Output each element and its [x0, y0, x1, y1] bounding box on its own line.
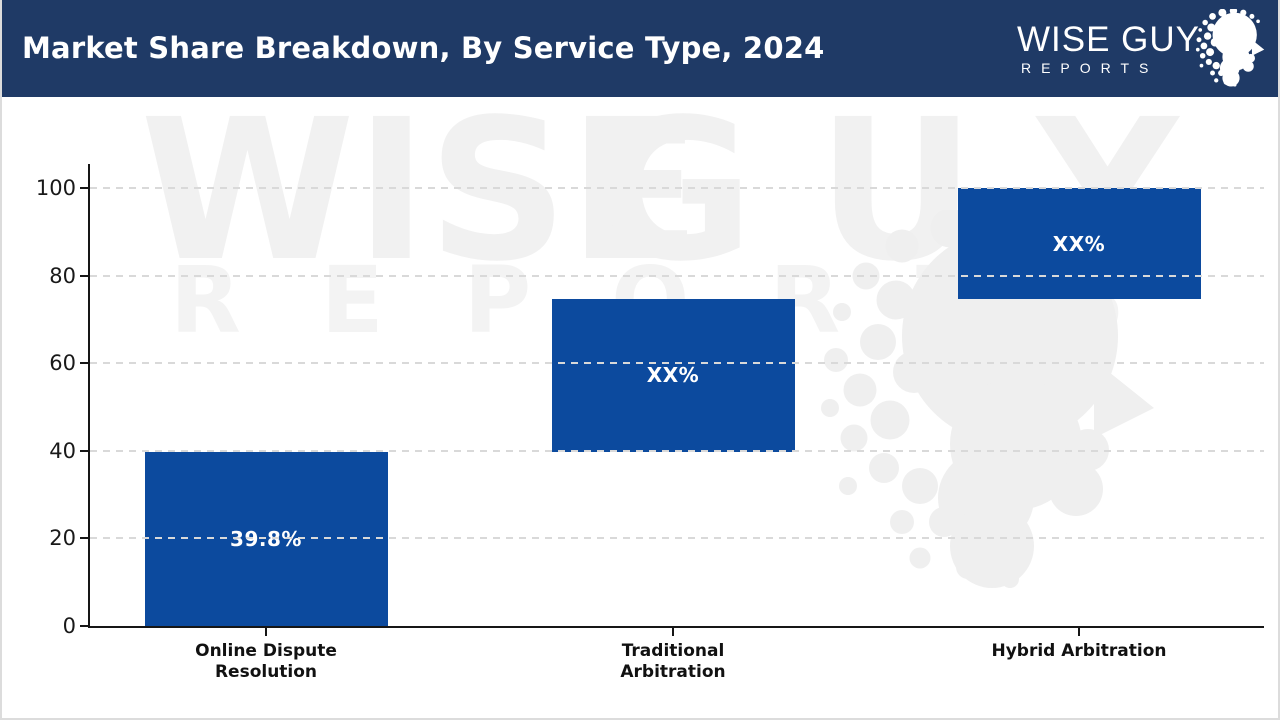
y-tick: [80, 362, 88, 365]
x-category-label-line: Online Dispute: [195, 641, 337, 661]
x-category-label-line: Hybrid Arbitration: [991, 641, 1167, 661]
bar-segment: XX%: [957, 188, 1201, 300]
brand-reports-label: REPORTS: [1020, 60, 1159, 76]
y-tick-label: 0: [62, 614, 76, 638]
header-bar: Market Share Breakdown, By Service Type,…: [2, 0, 1278, 97]
gridline: [90, 187, 1264, 189]
y-tick-label: 60: [49, 351, 76, 376]
brand-wordmark: WISE GUY: [1016, 20, 1200, 59]
x-axis-spine: [88, 626, 1264, 628]
bar-value-label: XX%: [1052, 231, 1106, 256]
gridline: [90, 274, 1264, 277]
y-tick-label: 100: [35, 176, 76, 200]
x-category-label-line: Arbitration: [620, 662, 726, 682]
y-tick: [80, 274, 88, 277]
x-category-label-line: Traditional: [621, 641, 725, 661]
y-tick-label: 20: [49, 526, 76, 551]
brand-text: WISE GUY REPORTS: [1017, 22, 1200, 76]
x-category-label-line: Resolution: [214, 662, 318, 682]
bar-segment: XX%: [551, 299, 795, 452]
watermark-wise: WISE: [140, 77, 702, 304]
x-category-label: Traditional Arbitration: [513, 641, 833, 683]
x-tick: [265, 628, 267, 636]
x-tick: [1078, 628, 1080, 636]
brand-logo: WISE GUY REPORTS: [1017, 7, 1268, 91]
chart-canvas: WISE G U Y REPORTS 02040608010039.8%XX%X…: [2, 93, 1278, 718]
y-tick-label: 40: [49, 438, 76, 463]
watermark-g: G: [594, 77, 755, 304]
gridline: [90, 537, 1264, 540]
y-tick: [80, 625, 88, 627]
y-tick: [80, 187, 88, 189]
y-tick: [80, 449, 88, 452]
y-axis-spine: [88, 164, 90, 628]
x-category-label: Online Dispute Resolution: [106, 641, 426, 683]
gridline: [90, 449, 1264, 452]
x-category-label: Hybrid Arbitration: [919, 641, 1239, 662]
y-tick: [80, 537, 88, 540]
gridline: [90, 362, 1264, 365]
page-title: Market Share Breakdown, By Service Type,…: [22, 31, 825, 65]
y-tick-label: 80: [49, 263, 76, 288]
x-tick: [672, 628, 674, 636]
bar-value-label: XX%: [646, 363, 700, 388]
dotted-face-logo-icon: [1194, 9, 1268, 89]
